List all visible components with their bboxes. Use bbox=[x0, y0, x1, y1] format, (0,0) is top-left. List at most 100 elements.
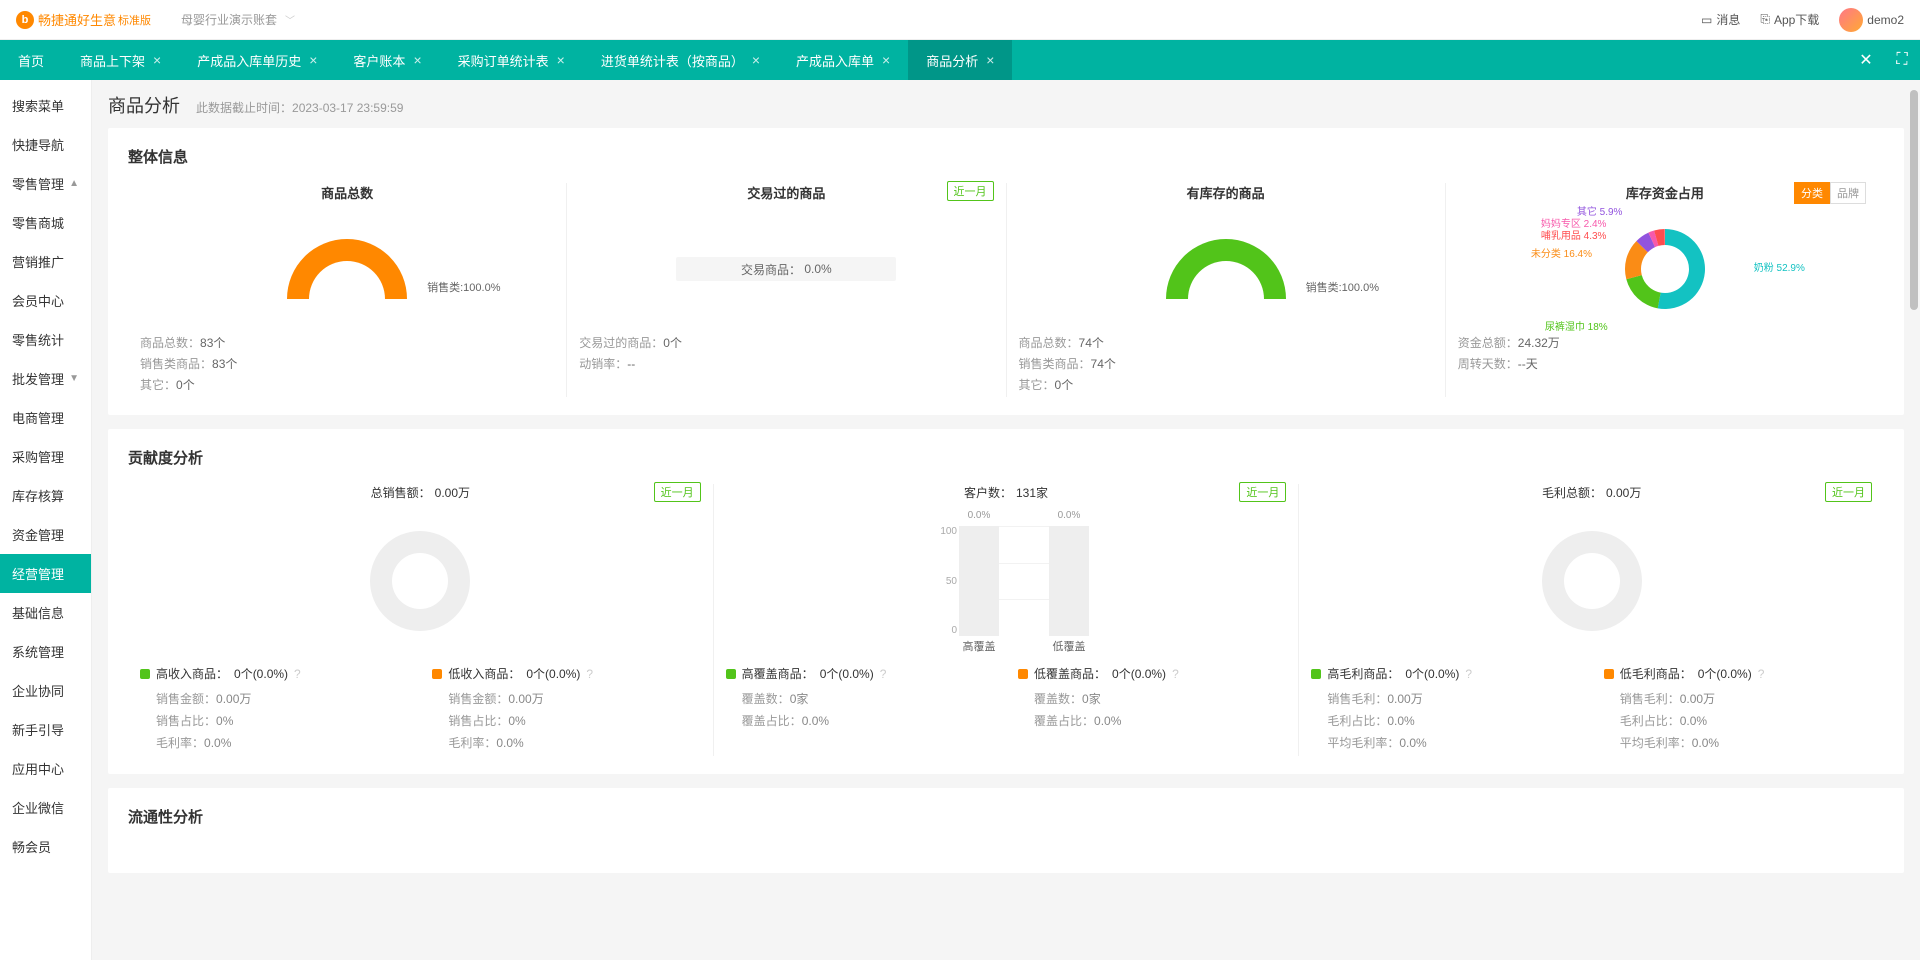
card-title: 商品总数 bbox=[321, 186, 373, 201]
close-icon[interactable]: × bbox=[153, 52, 161, 68]
sidebar-item-label: 会员中心 bbox=[12, 291, 64, 310]
sidebar-item[interactable]: 零售管理▲ bbox=[0, 164, 91, 203]
tab[interactable]: 采购订单统计表 × bbox=[440, 40, 583, 80]
sidebar-item[interactable]: 经营管理 bbox=[0, 554, 91, 593]
sidebar-item-label: 库存核算 bbox=[12, 486, 64, 505]
tab[interactable]: 商品分析× bbox=[908, 40, 1012, 80]
sidebar-item-label: 营销推广 bbox=[12, 252, 64, 271]
legend-dot bbox=[140, 669, 150, 679]
tab[interactable]: 产成品入库单历史 × bbox=[179, 40, 335, 80]
sidebar-item[interactable]: 搜索菜单 bbox=[0, 86, 91, 125]
org-name: 母婴行业演示账套 bbox=[181, 11, 277, 28]
tab-label: 客户账本 bbox=[353, 51, 405, 70]
tab-bar: 首页商品上下架×产成品入库单历史×客户账本×采购订单统计表×进货单统计表（按商品… bbox=[0, 40, 1920, 80]
stat-row: 商品总数：74个 bbox=[1019, 334, 1433, 351]
legend-dot bbox=[1018, 669, 1028, 679]
stat-row: 覆盖占比：0.0% bbox=[742, 712, 994, 729]
tab[interactable]: 商品上下架× bbox=[62, 40, 179, 80]
stat-row: 毛利率：0.0% bbox=[448, 734, 700, 751]
sidebar-item-label: 批发管理 bbox=[12, 369, 64, 388]
sidebar-item[interactable]: 零售商城 bbox=[0, 203, 91, 242]
messages-button[interactable]: ▭ 消息 bbox=[1701, 11, 1740, 28]
gauge-chart bbox=[287, 239, 407, 299]
logo-edition: 标准版 bbox=[118, 12, 151, 28]
close-icon[interactable]: × bbox=[986, 52, 994, 68]
tab-label: 进货单统计表（按商品） bbox=[601, 51, 744, 70]
stat-row: 周转天数：--天 bbox=[1458, 355, 1872, 372]
period-badge[interactable]: 近一月 bbox=[654, 482, 701, 502]
stat-row: 商品总数：83个 bbox=[140, 334, 554, 351]
close-icon[interactable]: × bbox=[309, 52, 317, 68]
stat-row: 动销率：-- bbox=[579, 355, 993, 372]
user-menu[interactable]: demo2 bbox=[1839, 8, 1904, 32]
sidebar-item[interactable]: 库存核算 bbox=[0, 476, 91, 515]
period-badge[interactable]: 近一月 bbox=[947, 181, 994, 201]
stat-row: 销售毛利：0.00万 bbox=[1327, 690, 1579, 707]
sidebar-item[interactable]: 基础信息 bbox=[0, 593, 91, 632]
phone-icon: ⎘ bbox=[1760, 12, 1770, 27]
sidebar-item[interactable]: 快捷导航 bbox=[0, 125, 91, 164]
help-icon[interactable]: ? bbox=[1465, 667, 1472, 681]
sidebar-item[interactable]: 电商管理 bbox=[0, 398, 91, 437]
legend-dot bbox=[432, 669, 442, 679]
help-icon[interactable]: ? bbox=[1172, 667, 1179, 681]
sidebar-item[interactable]: 批发管理▼ bbox=[0, 359, 91, 398]
help-icon[interactable]: ? bbox=[294, 667, 301, 681]
stat-row: 销售占比：0% bbox=[448, 712, 700, 729]
sidebar-item[interactable]: 新手引导 bbox=[0, 710, 91, 749]
close-icon[interactable]: × bbox=[752, 52, 760, 68]
donut-chart-empty bbox=[1542, 531, 1642, 631]
top-header: b 畅捷通好生意 标准版 母婴行业演示账套 ﹀ ▭ 消息 ⎘ App下载 dem… bbox=[0, 0, 1920, 40]
card-capital: 库存资金占用 分类品牌 奶粉 52.9%尿裤湿巾 18%未分类 16.4%其它 … bbox=[1445, 183, 1884, 397]
close-icon[interactable]: × bbox=[413, 52, 421, 68]
page-subtitle: 此数据截止时间：2023-03-17 23:59:59 bbox=[196, 99, 403, 116]
tab-label: 产成品入库单历史 bbox=[197, 51, 301, 70]
close-all-tabs-button[interactable]: ✕ bbox=[1848, 40, 1884, 80]
sidebar-item[interactable]: 系统管理 bbox=[0, 632, 91, 671]
sidebar-item-label: 搜索菜单 bbox=[12, 96, 64, 115]
sidebar-item[interactable]: 资金管理 bbox=[0, 515, 91, 554]
period-badge[interactable]: 近一月 bbox=[1239, 482, 1286, 502]
close-icon[interactable]: × bbox=[882, 52, 890, 68]
app-download-button[interactable]: ⎘ App下载 bbox=[1760, 11, 1819, 28]
tab[interactable]: 客户账本 × bbox=[335, 40, 439, 80]
tab[interactable]: 首页 bbox=[0, 40, 62, 80]
stat-row: 销售金额：0.00万 bbox=[156, 690, 408, 707]
tab[interactable]: 进货单统计表（按商品） × bbox=[583, 40, 778, 80]
bar-indicator: 交易商品： 0.0% bbox=[676, 257, 896, 281]
sidebar-item-label: 资金管理 bbox=[12, 525, 64, 544]
logo: b 畅捷通好生意 bbox=[16, 10, 116, 29]
tab-label: 首页 bbox=[18, 51, 44, 70]
fullscreen-button[interactable]: ⛶ bbox=[1884, 40, 1920, 80]
sidebar-item[interactable]: 应用中心 bbox=[0, 749, 91, 788]
toggle-category-brand[interactable]: 分类品牌 bbox=[1788, 181, 1872, 205]
sidebar-item[interactable]: 采购管理 bbox=[0, 437, 91, 476]
card-total-products: 商品总数 销售类:100.0% 商品总数：83个销售类商品：83个其它：0个 bbox=[128, 183, 566, 397]
sidebar-item[interactable]: 零售统计 bbox=[0, 320, 91, 359]
section-liquidity: 流通性分析 bbox=[108, 788, 1904, 873]
org-selector[interactable]: 母婴行业演示账套 ﹀ bbox=[181, 11, 295, 28]
contribution-card: 总销售额：0.00万 近一月 高收入商品：0个(0.0%) ? 销售金额：0.0… bbox=[128, 484, 713, 756]
stat-row: 平均毛利率：0.0% bbox=[1327, 734, 1579, 751]
sidebar-item[interactable]: 畅会员 bbox=[0, 827, 91, 866]
help-icon[interactable]: ? bbox=[880, 667, 887, 681]
sidebar-item[interactable]: 企业协同 bbox=[0, 671, 91, 710]
help-icon[interactable]: ? bbox=[586, 667, 593, 681]
period-badge[interactable]: 近一月 bbox=[1825, 482, 1872, 502]
tab[interactable]: 产成品入库单× bbox=[778, 40, 908, 80]
message-icon: ▭ bbox=[1701, 13, 1712, 27]
stat-row: 销售类商品：83个 bbox=[140, 355, 554, 372]
sidebar-item[interactable]: 会员中心 bbox=[0, 281, 91, 320]
stat-row: 资金总额：24.32万 bbox=[1458, 334, 1872, 351]
close-icon[interactable]: × bbox=[557, 52, 565, 68]
scrollbar[interactable] bbox=[1910, 80, 1918, 960]
sidebar-item[interactable]: 企业微信 bbox=[0, 788, 91, 827]
sidebar-item[interactable]: 营销推广 bbox=[0, 242, 91, 281]
help-icon[interactable]: ? bbox=[1758, 667, 1765, 681]
sidebar-item-label: 应用中心 bbox=[12, 759, 64, 778]
tab-label: 采购订单统计表 bbox=[458, 51, 549, 70]
gauge-label: 销售类:100.0% bbox=[427, 279, 500, 295]
tab-bar-actions: ✕ ⛶ bbox=[1848, 40, 1920, 80]
bar-chart: 100500 0.0%高覆盖0.0%低覆盖 bbox=[923, 526, 1089, 636]
stat-row: 覆盖占比：0.0% bbox=[1034, 712, 1286, 729]
